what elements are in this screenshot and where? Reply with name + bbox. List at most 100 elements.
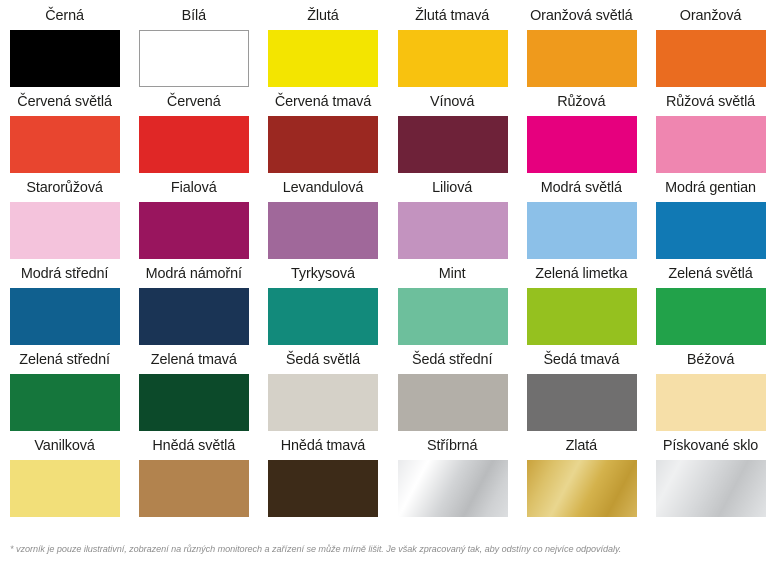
- swatch-chip[interactable]: [268, 202, 379, 259]
- swatch-cell[interactable]: Starorůžová: [0, 172, 129, 259]
- swatch-label: Fialová: [170, 180, 217, 196]
- swatch-cell[interactable]: Žlutá: [258, 0, 387, 87]
- swatch-label: Červená tmavá: [274, 94, 372, 110]
- swatch-chip[interactable]: [526, 30, 637, 87]
- swatch-cell[interactable]: Červená tmavá: [258, 86, 387, 173]
- swatch-chip[interactable]: [655, 374, 766, 431]
- swatch-label: Šedá světlá: [285, 352, 361, 368]
- swatch-cell[interactable]: Béžová: [646, 344, 775, 431]
- swatch-chip[interactable]: [10, 202, 120, 259]
- swatch-chip[interactable]: [10, 116, 120, 173]
- swatch-cell[interactable]: Šedá tmavá: [517, 344, 646, 431]
- swatch-label: Růžová: [557, 94, 606, 110]
- swatch-cell[interactable]: Hnědá světlá: [129, 430, 258, 517]
- swatch-chip[interactable]: [139, 288, 250, 345]
- swatch-chip[interactable]: [655, 460, 766, 517]
- swatch-cell[interactable]: Tyrkysová: [258, 258, 387, 345]
- swatch-cell[interactable]: Zelená tmavá: [129, 344, 258, 431]
- swatch-chip[interactable]: [139, 460, 250, 517]
- swatch-chip[interactable]: [139, 30, 250, 87]
- swatch-cell[interactable]: Zelená světlá: [646, 258, 775, 345]
- swatch-chip[interactable]: [139, 202, 250, 259]
- swatch-cell[interactable]: Zelená limetka: [517, 258, 646, 345]
- swatch-label: Starorůžová: [26, 180, 103, 196]
- swatch-cell[interactable]: Šedá střední: [388, 344, 517, 431]
- swatch-label: Liliová: [432, 180, 473, 196]
- swatch-chip[interactable]: [10, 288, 120, 345]
- swatch-chip[interactable]: [526, 116, 637, 173]
- swatch-chip[interactable]: [526, 202, 637, 259]
- swatch-chip[interactable]: [139, 116, 250, 173]
- swatch-cell[interactable]: Modrá gentian: [646, 172, 775, 259]
- swatch-chip[interactable]: [268, 374, 379, 431]
- swatch-label: Žlutá tmavá: [415, 8, 490, 24]
- swatch-label: Modrá střední: [20, 266, 109, 282]
- swatch-cell[interactable]: Vanilková: [0, 430, 129, 517]
- swatch-cell[interactable]: Stříbrná: [388, 430, 517, 517]
- swatch-cell[interactable]: Vínová: [388, 86, 517, 173]
- swatch-label: Vanilková: [34, 438, 95, 454]
- swatch-label: Šedá střední: [411, 352, 493, 368]
- swatch-cell[interactable]: Modrá světlá: [517, 172, 646, 259]
- swatch-chip[interactable]: [397, 30, 508, 87]
- swatch-cell[interactable]: Šedá světlá: [258, 344, 387, 431]
- swatch-label: Zelená střední: [19, 352, 110, 368]
- swatch-chip[interactable]: [655, 30, 766, 87]
- swatch-chip[interactable]: [655, 116, 766, 173]
- swatch-cell[interactable]: Oranžová světlá: [517, 0, 646, 87]
- swatch-label: Oranžová světlá: [530, 8, 633, 24]
- swatch-cell[interactable]: Zlatá: [517, 430, 646, 517]
- swatch-cell[interactable]: Modrá střední: [0, 258, 129, 345]
- swatch-cell[interactable]: Růžová: [517, 86, 646, 173]
- disclaimer-footnote: * vzorník je pouze ilustrativní, zobraze…: [10, 544, 622, 554]
- swatch-cell[interactable]: Červená: [129, 86, 258, 173]
- swatch-label: Zlatá: [565, 438, 598, 454]
- swatch-label: Žlutá: [307, 8, 339, 24]
- swatch-chip[interactable]: [397, 460, 508, 517]
- swatch-chip[interactable]: [397, 288, 508, 345]
- swatch-cell[interactable]: Pískované sklo: [646, 430, 775, 517]
- swatch-label: Růžová světlá: [665, 94, 756, 110]
- swatch-chip[interactable]: [10, 30, 120, 87]
- swatch-chip[interactable]: [655, 288, 766, 345]
- swatch-cell[interactable]: Bílá: [129, 0, 258, 87]
- swatch-chip[interactable]: [397, 202, 508, 259]
- swatch-label: Červená: [166, 94, 221, 110]
- swatch-label: Zelená tmavá: [150, 352, 237, 368]
- swatch-chip[interactable]: [526, 288, 637, 345]
- swatch-label: Bílá: [181, 8, 207, 24]
- swatch-label: Tyrkysová: [291, 266, 355, 282]
- swatch-chip[interactable]: [268, 460, 379, 517]
- swatch-cell[interactable]: Černá: [0, 0, 129, 87]
- swatch-cell[interactable]: Růžová světlá: [646, 86, 775, 173]
- swatch-chip[interactable]: [10, 460, 120, 517]
- swatch-cell[interactable]: Fialová: [129, 172, 258, 259]
- swatch-chip[interactable]: [526, 460, 637, 517]
- swatch-label: Mint: [438, 266, 466, 282]
- swatch-chip[interactable]: [139, 374, 250, 431]
- swatch-cell[interactable]: Žlutá tmavá: [388, 0, 517, 87]
- swatch-chip[interactable]: [10, 374, 120, 431]
- swatch-label: Modrá světlá: [540, 180, 622, 196]
- swatch-cell[interactable]: Modrá námořní: [129, 258, 258, 345]
- color-palette-grid: Černá Bílá Žlutá Žlutá tmavá Oranžová světlá…: [0, 0, 775, 517]
- swatch-cell[interactable]: Levandulová: [258, 172, 387, 259]
- swatch-label: Vínová: [430, 94, 475, 110]
- swatch-chip[interactable]: [268, 30, 379, 87]
- swatch-cell[interactable]: Oranžová: [646, 0, 775, 87]
- swatch-label: Hnědá tmavá: [280, 438, 366, 454]
- swatch-cell[interactable]: Liliová: [388, 172, 517, 259]
- swatch-chip[interactable]: [655, 202, 766, 259]
- swatch-cell[interactable]: Zelená střední: [0, 344, 129, 431]
- swatch-cell[interactable]: Hnědá tmavá: [258, 430, 387, 517]
- swatch-cell[interactable]: Mint: [388, 258, 517, 345]
- swatch-chip[interactable]: [268, 116, 379, 173]
- swatch-chip[interactable]: [526, 374, 637, 431]
- swatch-label: Modrá námořní: [145, 266, 242, 282]
- swatch-cell[interactable]: Červená světlá: [0, 86, 129, 173]
- swatch-label: Hnědá světlá: [152, 438, 236, 454]
- swatch-label: Levandulová: [282, 180, 364, 196]
- swatch-chip[interactable]: [397, 374, 508, 431]
- swatch-chip[interactable]: [397, 116, 508, 173]
- swatch-chip[interactable]: [268, 288, 379, 345]
